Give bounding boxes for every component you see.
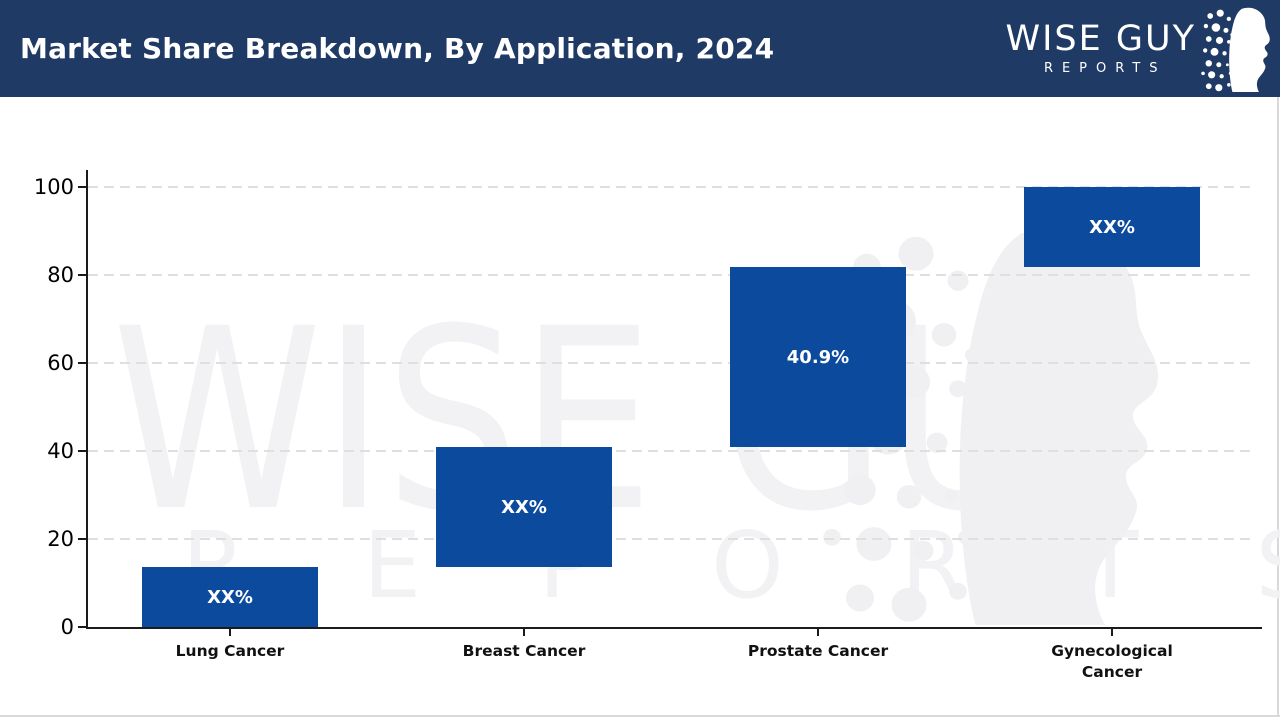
- y-axis-tick: [78, 274, 86, 276]
- y-tick-label: 20: [47, 527, 74, 551]
- y-tick-label: 100: [33, 175, 74, 199]
- bar-lung-cancer: XX%: [142, 567, 318, 627]
- bar-prostate-cancer: 40.9%: [730, 267, 906, 448]
- x-tick-label-prostate-cancer: Prostate Cancer: [747, 642, 889, 660]
- gridline-y80: [88, 274, 1255, 276]
- bar-value-label: 40.9%: [786, 346, 850, 368]
- x-tick-label-lung-cancer: Lung Cancer: [175, 642, 285, 660]
- y-axis-tick: [78, 186, 86, 188]
- gridline-y20: [88, 538, 1255, 540]
- gridline-y60: [88, 362, 1255, 364]
- y-tick-label: 0: [60, 615, 74, 639]
- x-axis-tick: [817, 629, 819, 636]
- y-tick-label: 40: [47, 439, 74, 463]
- y-tick-label: 60: [47, 351, 74, 375]
- brand-subtitle: REPORTS: [1043, 60, 1167, 76]
- y-tick-label: 80: [47, 263, 74, 287]
- bar-value-label: XX%: [207, 586, 253, 608]
- gridline-y100: [88, 186, 1255, 188]
- bar-gynecological-cancer: XX%: [1024, 187, 1200, 268]
- y-axis: [86, 170, 88, 629]
- x-tick-label-gynecological-cancer: Gynecological Cancer: [1051, 642, 1173, 681]
- y-axis-tick: [78, 626, 86, 628]
- x-axis-tick: [1111, 629, 1113, 636]
- x-tick-label-breast-cancer: Breast Cancer: [462, 642, 586, 660]
- right-border: [1277, 97, 1279, 717]
- x-axis-tick: [523, 629, 525, 636]
- brand-name: WISE GUY: [1005, 18, 1196, 59]
- brand-logo: WISE GUY REPORTS: [1005, 6, 1280, 92]
- y-axis-tick: [78, 362, 86, 364]
- bottom-border: [0, 715, 1280, 717]
- bar-value-label: XX%: [501, 496, 547, 518]
- y-axis-tick: [78, 538, 86, 540]
- x-axis: [86, 627, 1262, 629]
- brand-logo-text: WISE GUY REPORTS: [1005, 18, 1196, 76]
- page-title: Market Share Breakdown, By Application, …: [20, 32, 775, 65]
- bar-value-label: XX%: [1089, 216, 1135, 238]
- y-axis-tick: [78, 450, 86, 452]
- bar-breast-cancer: XX%: [436, 447, 612, 568]
- gridline-y40: [88, 450, 1255, 452]
- x-axis-tick: [229, 629, 231, 636]
- header-bar: Market Share Breakdown, By Application, …: [0, 0, 1280, 97]
